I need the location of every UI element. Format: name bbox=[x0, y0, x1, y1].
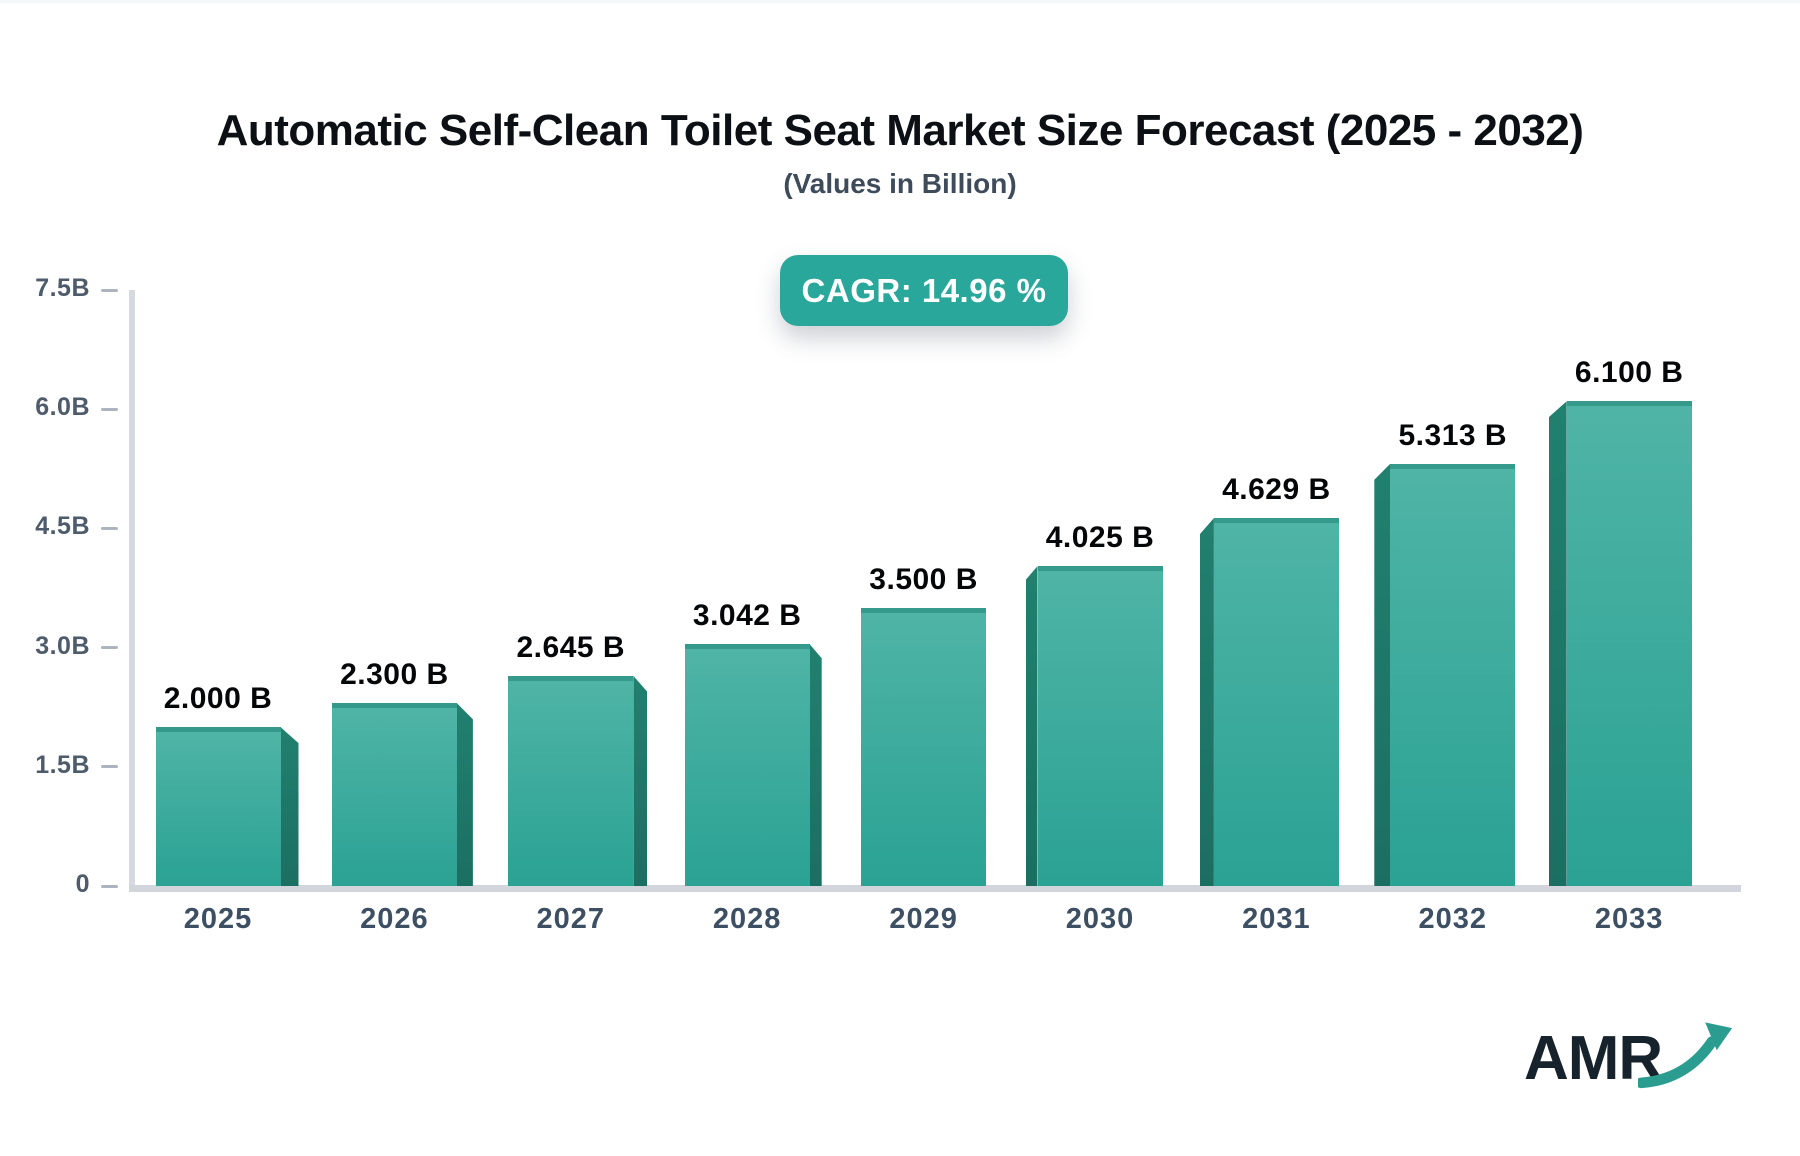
y-axis-tick-label: 4.5B bbox=[35, 512, 90, 541]
chart-subtitle: (Values in Billion) bbox=[783, 168, 1017, 199]
x-axis-label: 2031 bbox=[1242, 903, 1311, 935]
y-axis-tick-label: 3.0B bbox=[35, 631, 90, 660]
x-axis-label: 2033 bbox=[1594, 903, 1664, 935]
x-axis-label: 2030 bbox=[1065, 903, 1135, 935]
bar-value-label: 2.645 B bbox=[516, 630, 626, 664]
x-axis-label: 2026 bbox=[360, 903, 429, 935]
bar-2028 bbox=[684, 644, 810, 886]
bar-side-2026 bbox=[456, 703, 473, 886]
cagr-badge-label: CAGR: 14.96 % bbox=[801, 271, 1047, 309]
y-axis-tick-label: 7.5B bbox=[35, 274, 90, 302]
bar-2026 bbox=[331, 703, 457, 886]
bar-value-label: 4.025 B bbox=[1045, 521, 1155, 555]
bar-side-2031 bbox=[1199, 518, 1214, 886]
y-axis-tick-label: 6.0B bbox=[35, 393, 90, 422]
y-axis-tick-label: 0 bbox=[75, 870, 90, 898]
amr-logo: AMR bbox=[1524, 1022, 1734, 1096]
y-axis-tick bbox=[101, 526, 118, 530]
y-axis-tick bbox=[101, 884, 118, 888]
bar-value-label: 2.000 B bbox=[163, 682, 273, 716]
x-axis-label: 2025 bbox=[183, 903, 253, 935]
cagr-badge: CAGR: 14.96 % bbox=[780, 255, 1068, 326]
top-border bbox=[0, 0, 1800, 3]
y-axis-line bbox=[129, 290, 135, 887]
bar-value-label: 3.500 B bbox=[869, 562, 978, 596]
bar-side-2033 bbox=[1548, 401, 1567, 886]
bar-2030 bbox=[1037, 566, 1163, 886]
bar-value-label: 5.313 B bbox=[1398, 418, 1508, 452]
x-axis-label: 2027 bbox=[536, 903, 606, 935]
bar-2031 bbox=[1213, 518, 1339, 886]
bar-value-label: 4.629 B bbox=[1222, 473, 1331, 507]
bar-2029 bbox=[861, 607, 987, 886]
x-axis-label: 2029 bbox=[889, 903, 958, 935]
x-axis-label: 2028 bbox=[712, 903, 782, 935]
bar-side-2030 bbox=[1025, 566, 1038, 886]
chart-title: Automatic Self-Clean Toilet Seat Market … bbox=[216, 106, 1584, 155]
bar-value-label: 3.042 B bbox=[692, 599, 802, 633]
x-axis-line bbox=[129, 885, 1741, 892]
x-axis-label: 2032 bbox=[1418, 903, 1488, 935]
y-axis-tick bbox=[101, 765, 118, 769]
bar-value-label: 6.100 B bbox=[1574, 356, 1684, 390]
y-axis-tick bbox=[101, 646, 118, 650]
y-axis-tick-label: 1.5B bbox=[35, 750, 90, 779]
bar-2032 bbox=[1390, 463, 1516, 886]
bar-2027 bbox=[508, 675, 634, 886]
bar-value-label: 2.300 B bbox=[340, 658, 449, 692]
y-axis-tick bbox=[101, 288, 118, 292]
bar-2033 bbox=[1566, 401, 1692, 886]
bar-side-2025 bbox=[280, 727, 299, 886]
y-axis-tick bbox=[101, 407, 118, 411]
growth-arrow-icon bbox=[1638, 1022, 1733, 1089]
bar-2025 bbox=[155, 727, 281, 886]
bar-side-2027 bbox=[633, 675, 648, 886]
bar-side-2032 bbox=[1374, 463, 1391, 886]
bar-side-2028 bbox=[809, 644, 822, 886]
